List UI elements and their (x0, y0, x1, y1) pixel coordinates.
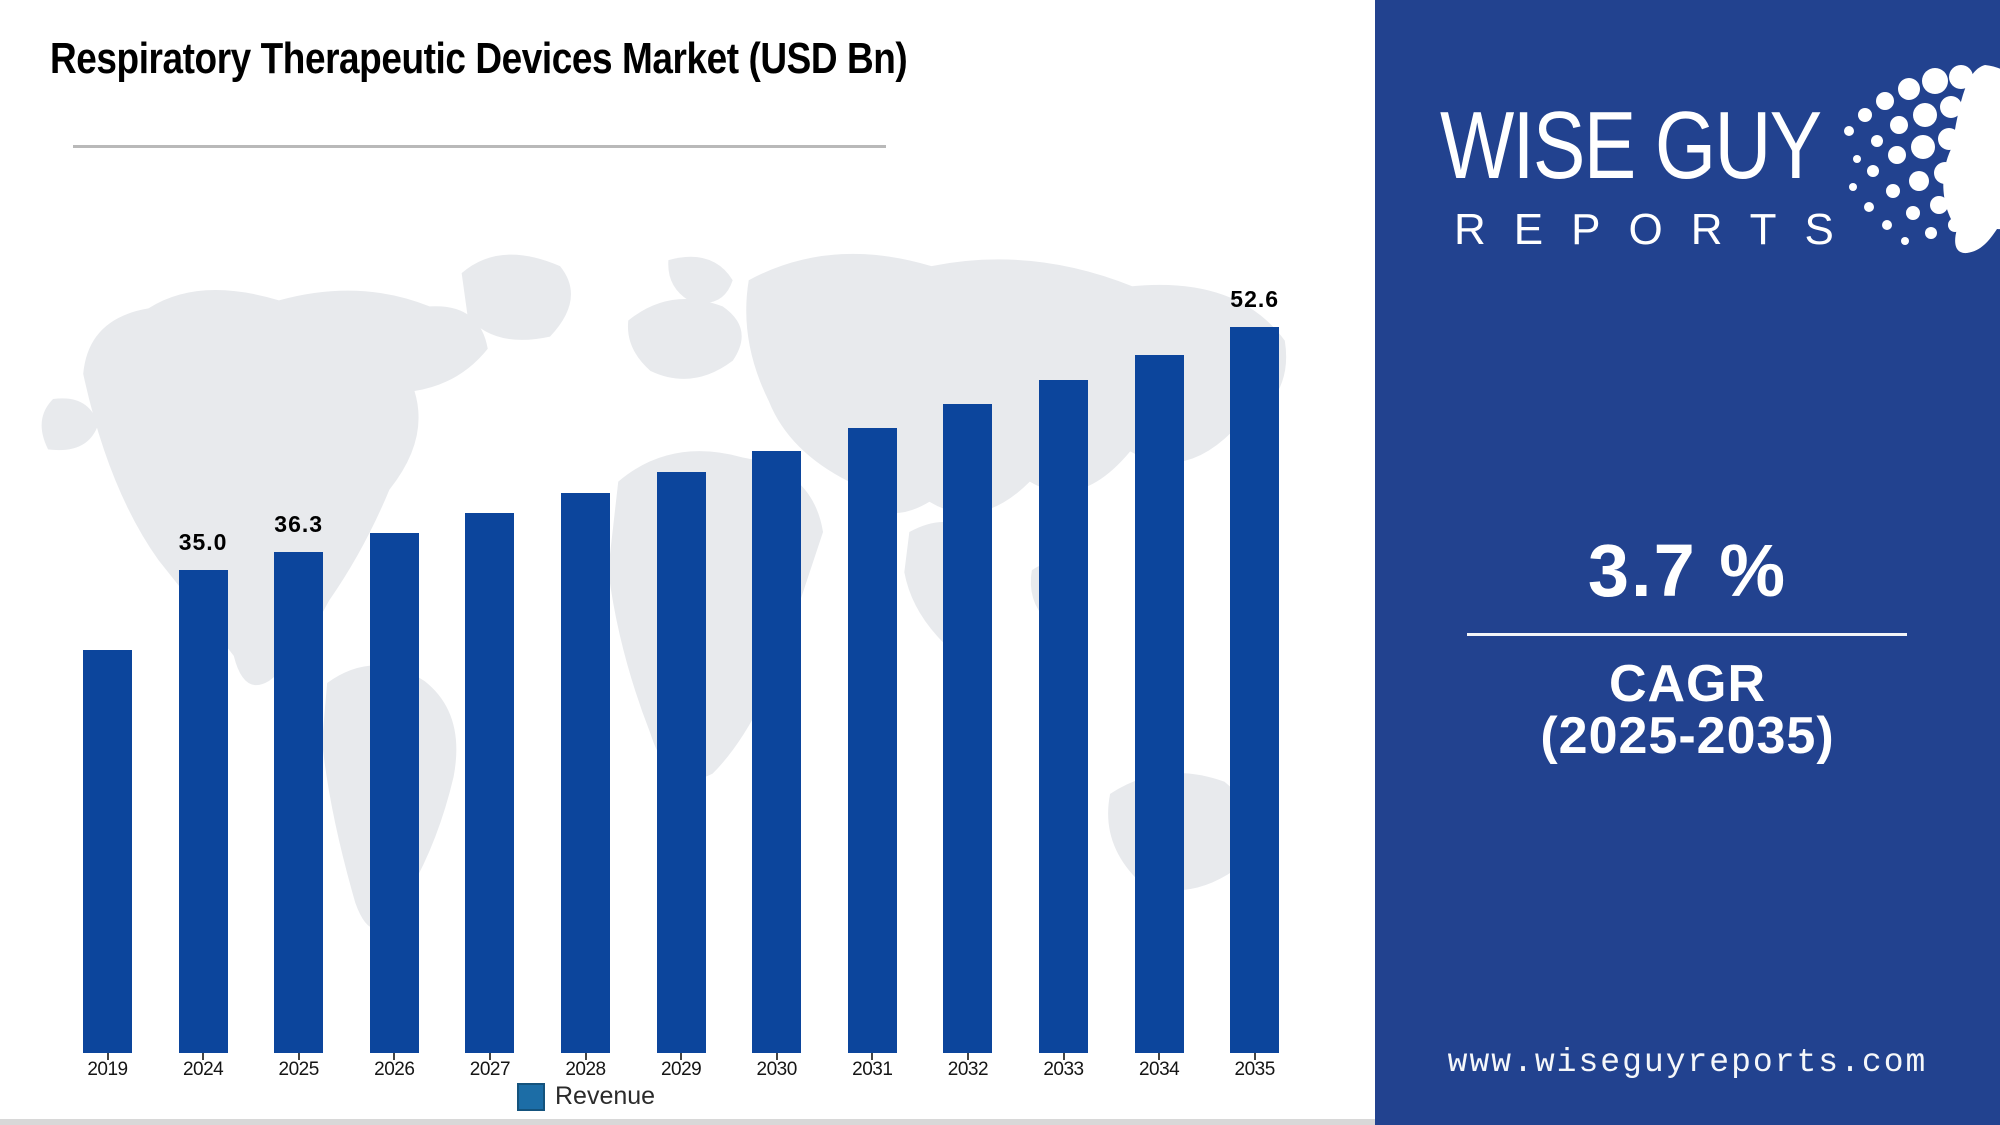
axis-tick-2033 (1062, 1053, 1065, 1060)
chart-title: Respiratory Therapeutic Devices Market (… (50, 34, 908, 83)
website-url: www.wiseguyreports.com (1447, 1044, 1928, 1081)
axis-tick-2027 (488, 1053, 491, 1060)
x-axis-label-2031: 2031 (852, 1059, 893, 1080)
axis-tick-2028 (584, 1053, 587, 1060)
bar-2030 (752, 451, 802, 1053)
bar-2029 (656, 472, 706, 1053)
axis-tick-2035 (1253, 1053, 1256, 1060)
value-label-2035: 52.6 (1230, 286, 1280, 313)
value-label-2025: 36.3 (274, 511, 324, 538)
bar-2035 (1230, 327, 1280, 1053)
bar-2033 (1039, 379, 1088, 1053)
brand-wordmark: WISE GUY (1440, 92, 1822, 199)
x-axis-label-2027: 2027 (469, 1059, 511, 1080)
brand-logo: WISE GUY REPORTS (1440, 50, 2000, 260)
x-axis-label-2025: 2025 (278, 1059, 320, 1080)
bottom-strip (0, 1119, 1375, 1125)
bar-2034 (1134, 354, 1184, 1053)
axis-tick-2019 (106, 1053, 109, 1060)
cagr-label: CAGR (1608, 655, 1767, 713)
bar-2031 (847, 427, 897, 1053)
revenue-legend-swatch-icon (517, 1082, 545, 1111)
title-divider (73, 145, 886, 148)
revenue-legend: Revenue (517, 1082, 655, 1111)
value-label-2024: 35.0 (178, 529, 228, 555)
bar-2028 (561, 492, 610, 1053)
axis-tick-2026 (393, 1053, 396, 1060)
axis-tick-2032 (966, 1053, 969, 1060)
dotted-head-icon (1844, 65, 2000, 254)
side-panel: WISE GUY REPORTS 3.7 % CAGR (2025-2035) … (1375, 0, 2000, 1125)
x-axis-label-2028: 2028 (565, 1059, 606, 1080)
x-axis-label-2032: 2032 (947, 1059, 989, 1080)
bar-2025 (274, 552, 324, 1053)
axis-tick-2029 (680, 1053, 683, 1060)
axis-tick-2034 (1158, 1053, 1161, 1060)
bar-2032 (943, 404, 993, 1053)
chart-area: Respiratory Therapeutic Devices Market (… (0, 34, 1375, 1125)
cagr-range: (2025-2035) (1540, 707, 1835, 765)
bar-plot: 2019 2024 35.0 2025 36.3 2026 2027 2028 2029 2030… (83, 286, 1280, 1080)
x-axis-label-2033: 2033 (1043, 1059, 1084, 1080)
revenue-legend-label: Revenue (555, 1082, 656, 1110)
x-axis-label-2034: 2034 (1138, 1059, 1180, 1080)
x-axis-label-2024: 2024 (182, 1059, 224, 1080)
cagr-divider (1467, 633, 1907, 636)
cagr-value: 3.7 % (1587, 529, 1788, 612)
bar-2027 (465, 513, 515, 1053)
axis-tick-2025 (297, 1053, 300, 1060)
bar-2019 (83, 650, 132, 1053)
x-axis-label-2030: 2030 (756, 1059, 798, 1080)
x-axis-label-2026: 2026 (374, 1059, 415, 1080)
x-axis-label-2019: 2019 (87, 1059, 128, 1080)
axis-tick-2031 (871, 1053, 874, 1060)
bar-2024 (178, 570, 228, 1053)
axis-tick-2030 (775, 1053, 778, 1060)
x-axis-label-2029: 2029 (660, 1059, 702, 1080)
brand-wordmark-sub: REPORTS (1454, 205, 1862, 254)
axis-tick-2024 (202, 1053, 205, 1060)
bar-2026 (369, 532, 419, 1053)
x-axis-label-2035: 2035 (1234, 1059, 1276, 1080)
